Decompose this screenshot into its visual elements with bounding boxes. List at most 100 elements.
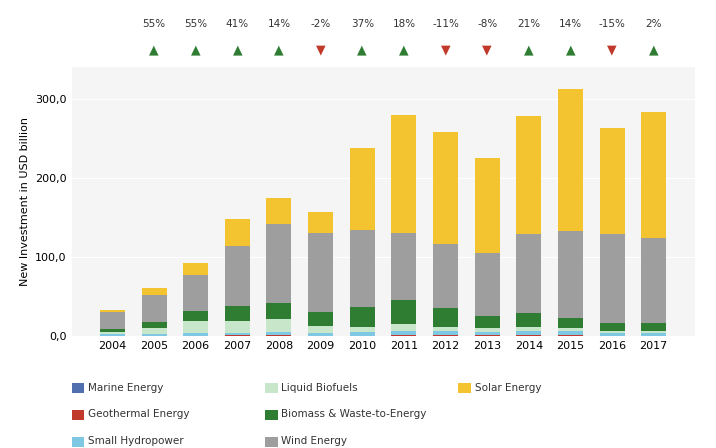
Bar	[558, 328, 583, 332]
Bar	[100, 310, 125, 311]
Bar	[392, 115, 417, 233]
Y-axis label: New Investment in USD billion: New Investment in USD billion	[19, 117, 29, 286]
Bar	[225, 246, 250, 306]
Text: -11%: -11%	[432, 19, 459, 29]
Bar	[433, 245, 458, 308]
Bar	[142, 322, 167, 327]
Text: 55%: 55%	[142, 19, 165, 29]
Bar	[349, 332, 374, 336]
Text: ▲: ▲	[233, 43, 242, 56]
Bar	[475, 158, 500, 253]
Text: Geothermal Energy: Geothermal Energy	[88, 409, 190, 419]
Text: ▼: ▼	[441, 43, 450, 56]
Text: 14%: 14%	[267, 19, 291, 29]
Text: 55%: 55%	[184, 19, 207, 29]
Bar	[392, 323, 417, 331]
Bar	[225, 332, 250, 335]
Text: 37%: 37%	[351, 19, 374, 29]
Text: Biomass & Waste-to-Energy: Biomass & Waste-to-Energy	[281, 409, 427, 419]
Text: ▲: ▲	[149, 43, 159, 56]
Bar	[349, 230, 374, 307]
Text: ▼: ▼	[316, 43, 325, 56]
Bar	[308, 327, 333, 333]
Bar	[266, 224, 291, 303]
Bar	[266, 319, 291, 332]
Text: ▲: ▲	[399, 43, 409, 56]
Bar	[266, 332, 291, 335]
Text: Liquid Biofuels: Liquid Biofuels	[281, 383, 358, 392]
Bar	[433, 132, 458, 245]
Text: -8%: -8%	[477, 19, 498, 29]
Bar	[100, 335, 125, 336]
Bar	[558, 332, 583, 335]
Bar	[392, 300, 417, 323]
Bar	[599, 331, 624, 333]
Text: Wind Energy: Wind Energy	[281, 436, 347, 446]
Bar	[183, 333, 208, 336]
Text: -15%: -15%	[599, 19, 626, 29]
Bar	[558, 318, 583, 328]
Bar	[516, 234, 541, 313]
Bar	[642, 238, 666, 323]
Text: 2%: 2%	[645, 19, 662, 29]
Bar	[642, 323, 666, 331]
Bar	[516, 327, 541, 332]
Text: ▲: ▲	[191, 43, 200, 56]
Bar	[308, 312, 333, 327]
Bar	[183, 311, 208, 321]
Bar	[516, 116, 541, 234]
Bar	[599, 129, 624, 234]
Bar	[392, 233, 417, 300]
Text: ▲: ▲	[566, 43, 575, 56]
Bar	[599, 333, 624, 336]
Bar	[266, 303, 291, 319]
Bar	[266, 198, 291, 224]
Bar	[183, 321, 208, 333]
Bar	[225, 322, 250, 332]
Bar	[308, 333, 333, 336]
Bar	[558, 89, 583, 231]
Bar	[100, 311, 125, 329]
Text: 14%: 14%	[559, 19, 582, 29]
Text: Marine Energy: Marine Energy	[88, 383, 163, 392]
Text: ▲: ▲	[649, 43, 659, 56]
Bar	[349, 327, 374, 332]
Bar	[183, 263, 208, 276]
Bar	[308, 233, 333, 312]
Text: 18%: 18%	[392, 19, 415, 29]
Bar	[558, 231, 583, 318]
Bar	[642, 112, 666, 238]
Text: Small Hydropower: Small Hydropower	[88, 436, 184, 446]
Bar	[599, 323, 624, 331]
Text: 21%: 21%	[517, 19, 541, 29]
Bar	[642, 331, 666, 333]
Bar	[642, 333, 666, 336]
Text: ▼: ▼	[483, 43, 492, 56]
Bar	[349, 307, 374, 327]
Bar	[392, 331, 417, 336]
Text: Solar Energy: Solar Energy	[475, 383, 541, 392]
Bar	[349, 148, 374, 230]
Bar	[308, 212, 333, 233]
Text: ▲: ▲	[274, 43, 284, 56]
Bar	[100, 329, 125, 332]
Bar	[475, 332, 500, 336]
Bar	[516, 332, 541, 336]
Bar	[142, 288, 167, 295]
Text: ▲: ▲	[524, 43, 533, 56]
Bar	[475, 253, 500, 316]
Bar	[433, 327, 458, 331]
Bar	[599, 234, 624, 323]
Text: ▲: ▲	[357, 43, 367, 56]
Bar	[142, 327, 167, 334]
Bar	[100, 332, 125, 335]
Bar	[183, 276, 208, 311]
Bar	[475, 328, 500, 332]
Text: -2%: -2%	[311, 19, 331, 29]
Text: ▼: ▼	[607, 43, 617, 56]
Bar	[225, 306, 250, 322]
Bar	[142, 334, 167, 336]
Bar	[142, 295, 167, 322]
Bar	[433, 308, 458, 327]
Bar	[516, 313, 541, 327]
